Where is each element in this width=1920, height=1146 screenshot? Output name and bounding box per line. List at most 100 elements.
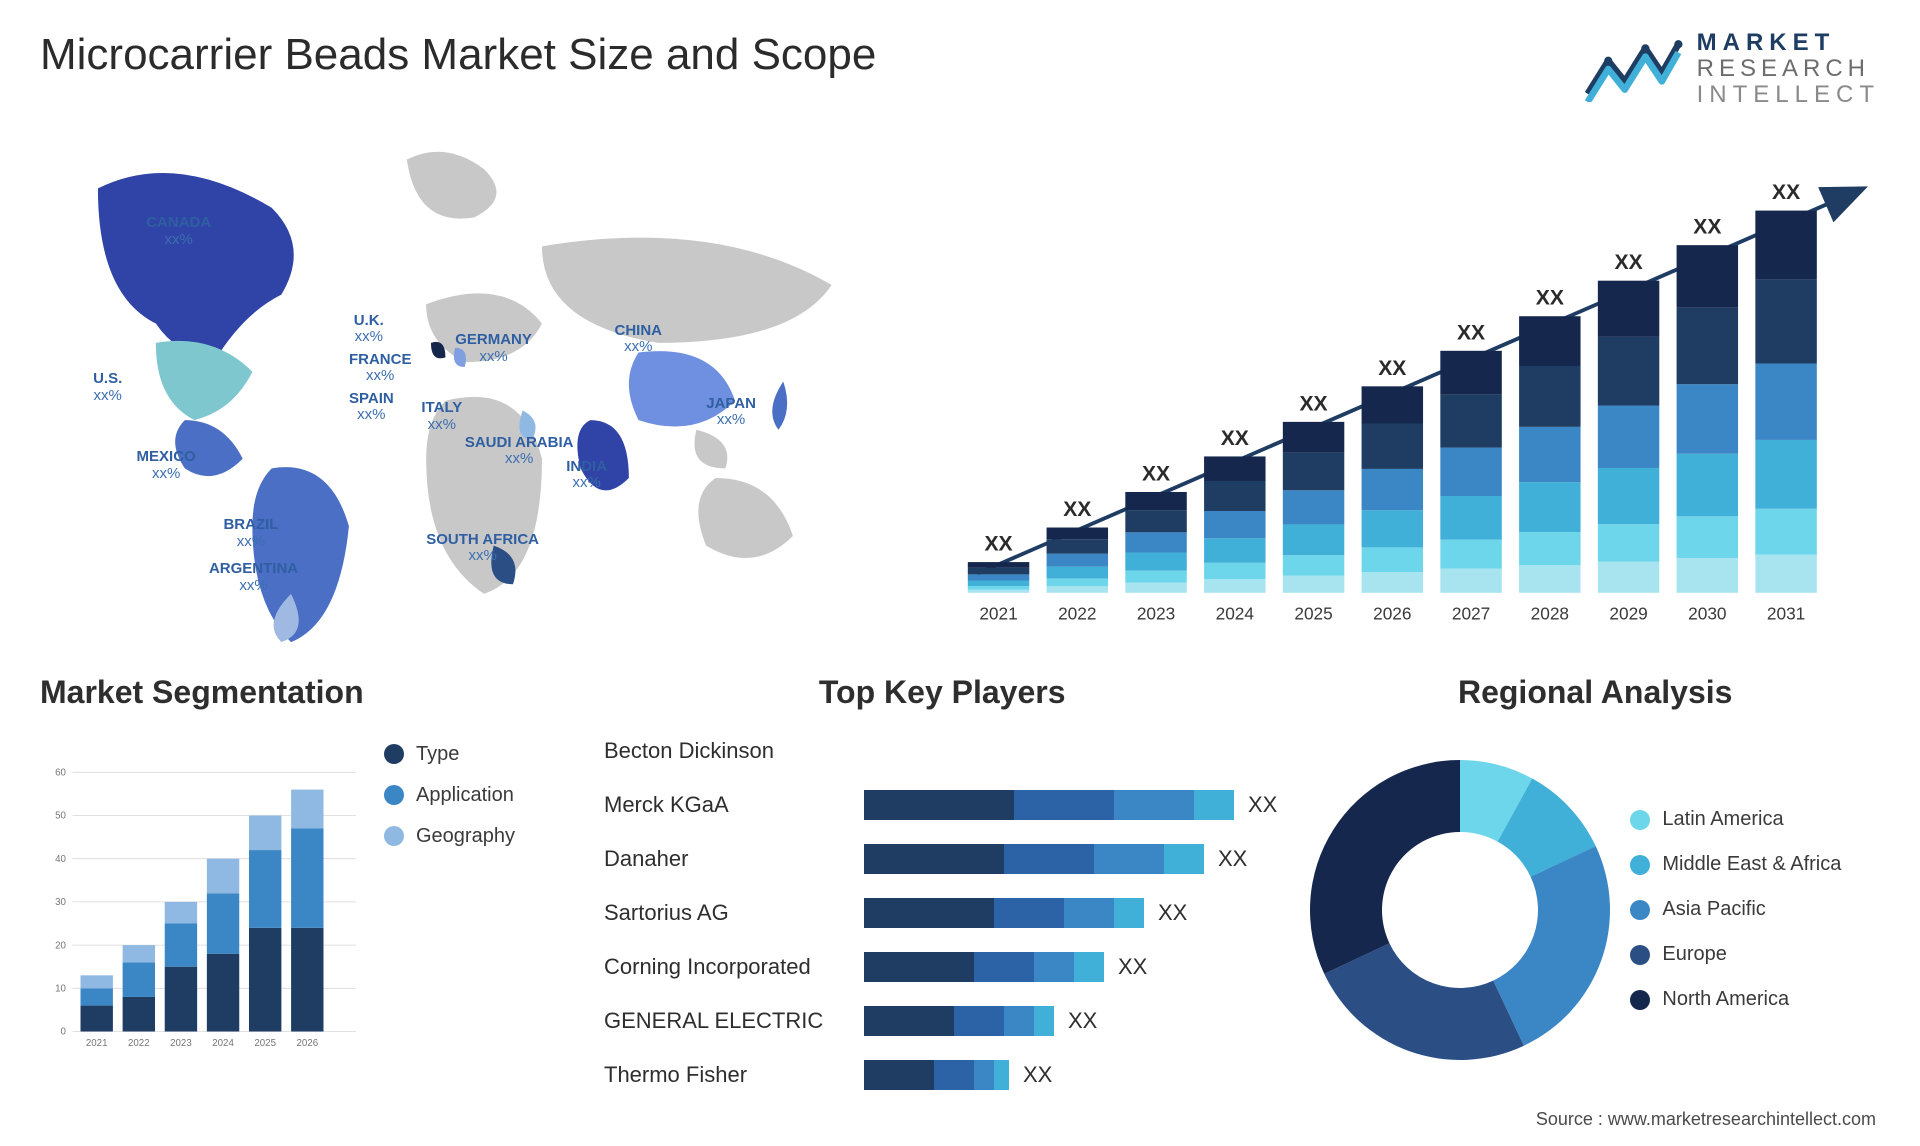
svg-text:2031: 2031 bbox=[1767, 603, 1805, 623]
svg-text:2022: 2022 bbox=[128, 1038, 150, 1049]
legend-item: North America bbox=[1630, 988, 1841, 1011]
svg-text:2021: 2021 bbox=[979, 603, 1017, 623]
regional-legend: Latin America Middle East & Africa Asia Pa… bbox=[1630, 808, 1841, 1011]
svg-text:XX: XX bbox=[984, 532, 1012, 555]
svg-text:0: 0 bbox=[61, 1027, 67, 1038]
player-bar bbox=[864, 844, 1204, 874]
player-bar bbox=[864, 1006, 1054, 1036]
map-label: ARGENTINAxx% bbox=[209, 561, 298, 594]
svg-text:10: 10 bbox=[55, 984, 66, 995]
player-name: Sartorius AG bbox=[604, 900, 864, 926]
map-label: ITALYxx% bbox=[421, 400, 462, 433]
svg-text:60: 60 bbox=[55, 768, 66, 779]
segmentation-title: Market Segmentation bbox=[40, 674, 574, 711]
map-label: FRANCExx% bbox=[349, 352, 412, 385]
svg-text:XX: XX bbox=[1299, 392, 1327, 415]
segmentation-panel: Market Segmentation 01020304050602021202… bbox=[40, 674, 574, 1099]
svg-text:2026: 2026 bbox=[296, 1038, 318, 1049]
legend-item: Type bbox=[384, 743, 574, 766]
key-players-panel: Top Key Players Becton Dickinson Merck KG… bbox=[604, 674, 1280, 1099]
legend-item: Asia Pacific bbox=[1630, 898, 1841, 921]
segmentation-chart: 0102030405060202120222023202420252026 bbox=[40, 721, 364, 1099]
svg-text:XX: XX bbox=[1378, 357, 1406, 380]
growth-bar-chart: XX 2021 XX 2022 XX 2023 XX 2024 XX 2025 XX 2026 XX 20… bbox=[939, 128, 1880, 654]
svg-text:2025: 2025 bbox=[254, 1038, 276, 1049]
svg-text:2027: 2027 bbox=[1452, 603, 1490, 623]
player-name: Merck KGaA bbox=[604, 792, 864, 818]
player-name: GENERAL ELECTRIC bbox=[604, 1008, 864, 1034]
svg-text:2021: 2021 bbox=[86, 1038, 108, 1049]
legend-item: Latin America bbox=[1630, 808, 1841, 831]
player-name: Becton Dickinson bbox=[604, 738, 864, 764]
player-row: Corning Incorporated XX bbox=[604, 943, 1280, 991]
map-label: MEXICOxx% bbox=[137, 449, 196, 482]
player-bar bbox=[864, 952, 1104, 982]
svg-text:40: 40 bbox=[55, 854, 66, 865]
player-row: Danaher XX bbox=[604, 835, 1280, 883]
svg-text:50: 50 bbox=[55, 811, 66, 822]
regional-donut-chart bbox=[1310, 760, 1610, 1060]
map-label: CANADAxx% bbox=[146, 215, 211, 248]
map-label: BRAZILxx% bbox=[223, 517, 278, 550]
svg-text:XX: XX bbox=[1772, 181, 1800, 204]
map-label: SPAINxx% bbox=[349, 391, 394, 424]
svg-text:30: 30 bbox=[55, 897, 66, 908]
player-value: XX bbox=[1118, 954, 1147, 980]
svg-text:XX: XX bbox=[1536, 286, 1564, 309]
segmentation-legend: Type Application Geography bbox=[384, 721, 574, 1099]
player-value: XX bbox=[1023, 1062, 1052, 1088]
player-row: GENERAL ELECTRIC XX bbox=[604, 997, 1280, 1045]
world-map-svg bbox=[40, 128, 909, 654]
player-name: Danaher bbox=[604, 846, 864, 872]
svg-text:2023: 2023 bbox=[170, 1038, 192, 1049]
svg-text:2025: 2025 bbox=[1294, 603, 1332, 623]
world-map-panel: CANADAxx% U.S.xx% MEXICOxx% BRAZILxx% ARGENT… bbox=[40, 128, 909, 654]
map-label: JAPANxx% bbox=[706, 396, 756, 429]
svg-text:XX: XX bbox=[1693, 215, 1721, 238]
svg-text:2029: 2029 bbox=[1609, 603, 1647, 623]
svg-text:2023: 2023 bbox=[1137, 603, 1175, 623]
player-value: XX bbox=[1248, 792, 1277, 818]
key-players-rows: Becton Dickinson Merck KGaA XX Danaher XX Sar… bbox=[604, 721, 1280, 1099]
svg-text:XX: XX bbox=[1221, 427, 1249, 450]
player-value: XX bbox=[1068, 1008, 1097, 1034]
map-label: SOUTH AFRICAxx% bbox=[426, 532, 539, 565]
legend-item: Middle East & Africa bbox=[1630, 853, 1841, 876]
legend-item: Geography bbox=[384, 825, 574, 848]
page-title: Microcarrier Beads Market Size and Scope bbox=[40, 30, 876, 80]
map-label: CHINAxx% bbox=[615, 323, 663, 356]
legend-item: Application bbox=[384, 784, 574, 807]
logo-text-1: MARKET bbox=[1697, 30, 1880, 56]
player-value: XX bbox=[1218, 846, 1247, 872]
player-bar bbox=[864, 1060, 1009, 1090]
logo-text-2: RESEARCH bbox=[1697, 56, 1880, 82]
regional-panel: Regional Analysis Latin AmericaMiddle Ea… bbox=[1310, 674, 1880, 1099]
svg-text:2024: 2024 bbox=[212, 1038, 234, 1049]
svg-text:2026: 2026 bbox=[1373, 603, 1411, 623]
brand-logo: MARKET RESEARCH INTELLECT bbox=[1583, 30, 1880, 108]
map-label: U.S.xx% bbox=[93, 371, 122, 404]
player-row: Becton Dickinson bbox=[604, 727, 1280, 775]
growth-chart-panel: XX 2021 XX 2022 XX 2023 XX 2024 XX 2025 XX 2026 XX 20… bbox=[939, 128, 1880, 654]
map-label: U.K.xx% bbox=[354, 313, 384, 346]
key-players-title: Top Key Players bbox=[819, 674, 1066, 711]
player-bar bbox=[864, 898, 1144, 928]
svg-text:XX: XX bbox=[1457, 321, 1485, 344]
player-row: Thermo Fisher XX bbox=[604, 1051, 1280, 1099]
player-name: Corning Incorporated bbox=[604, 954, 864, 980]
map-label: INDIAxx% bbox=[566, 459, 607, 492]
logo-text-3: INTELLECT bbox=[1697, 82, 1880, 108]
logo-mark-icon bbox=[1583, 36, 1683, 102]
svg-text:2022: 2022 bbox=[1058, 603, 1096, 623]
svg-text:XX: XX bbox=[1614, 251, 1642, 274]
svg-text:XX: XX bbox=[1142, 462, 1170, 485]
svg-text:2030: 2030 bbox=[1688, 603, 1726, 623]
svg-text:2024: 2024 bbox=[1215, 603, 1254, 623]
player-row: Merck KGaA XX bbox=[604, 781, 1280, 829]
player-name: Thermo Fisher bbox=[604, 1062, 864, 1088]
player-bar bbox=[864, 790, 1234, 820]
svg-text:2028: 2028 bbox=[1530, 603, 1568, 623]
player-row: Sartorius AGXX bbox=[604, 889, 1280, 937]
svg-text:XX: XX bbox=[1063, 498, 1091, 521]
map-label: GERMANYxx% bbox=[455, 332, 532, 365]
